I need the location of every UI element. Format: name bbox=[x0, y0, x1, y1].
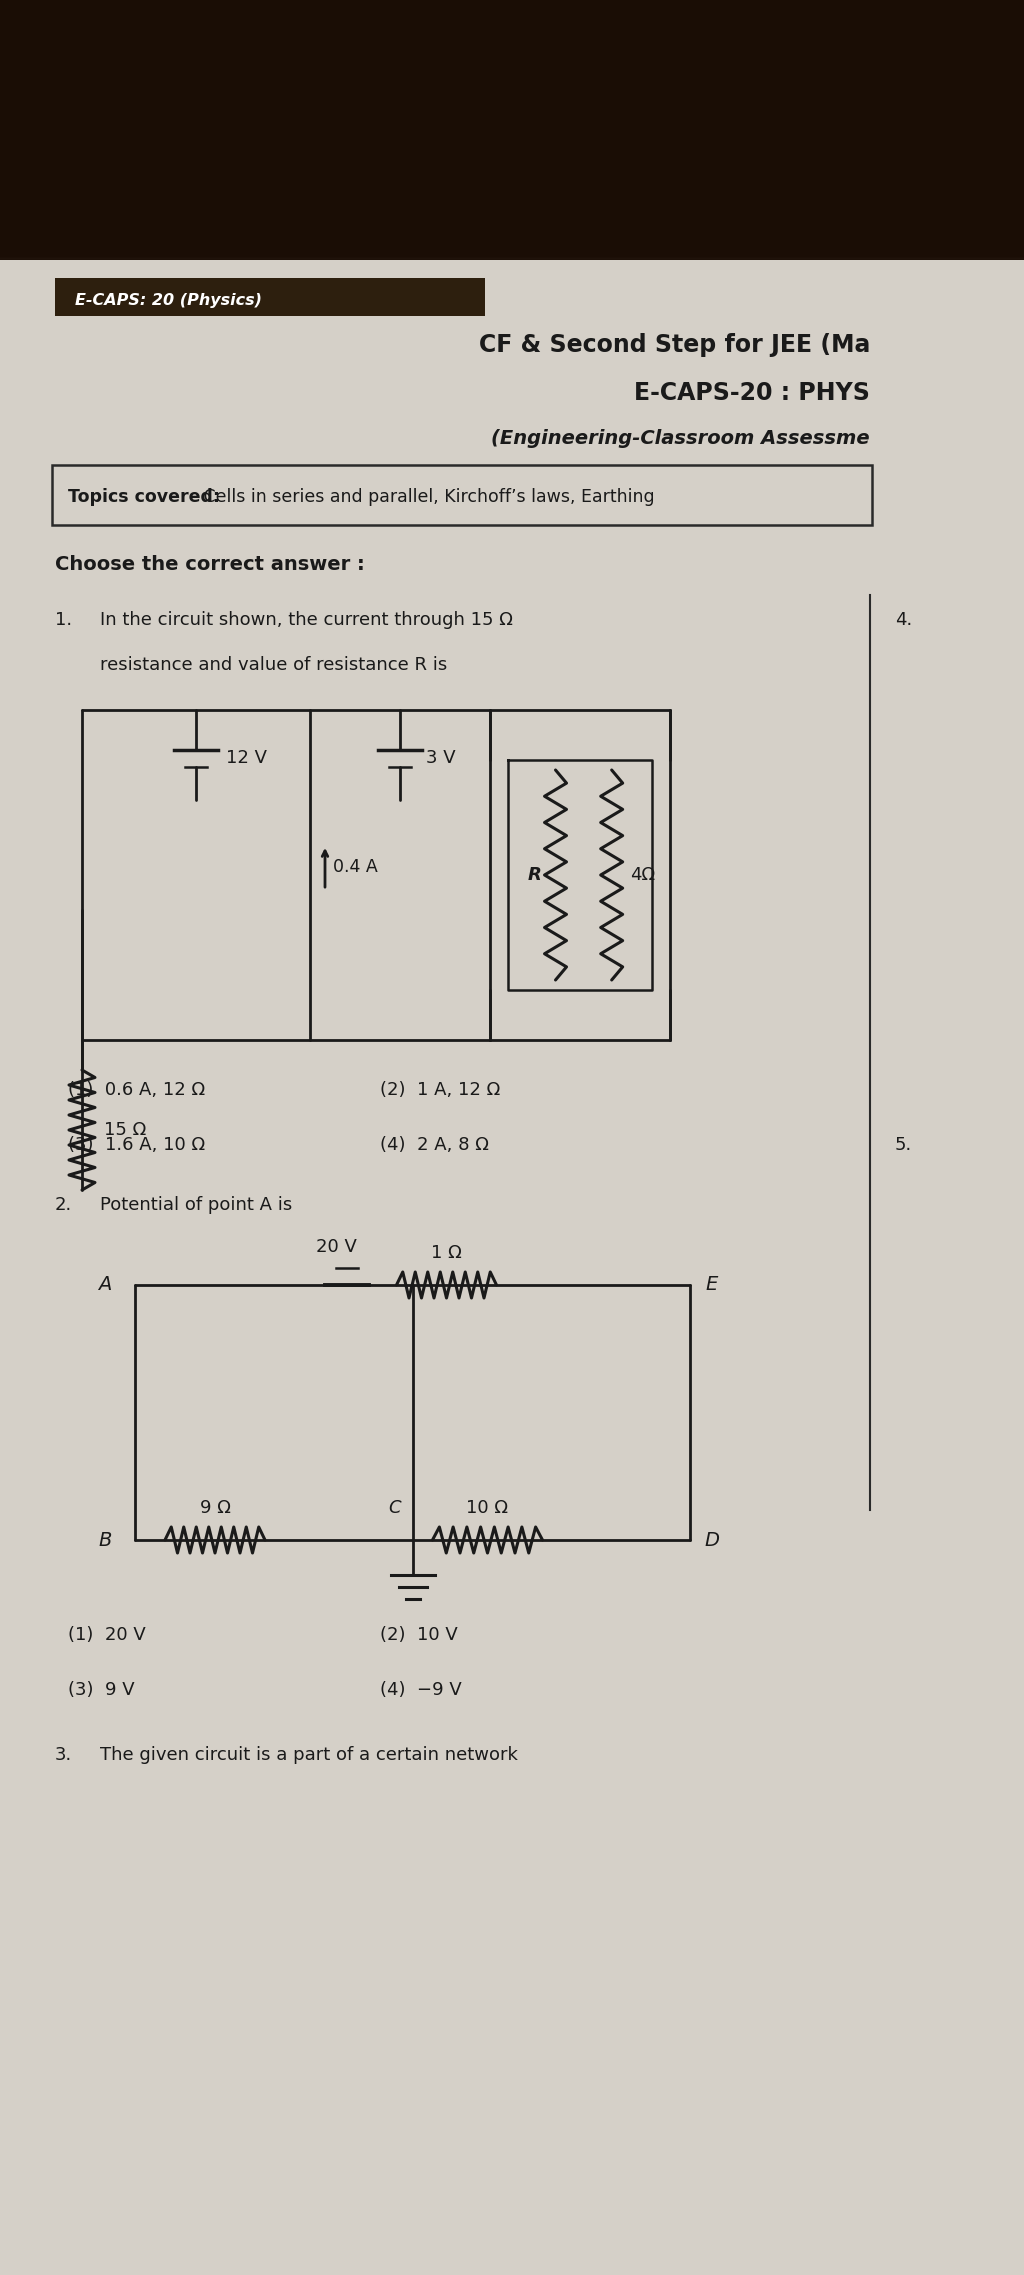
Text: 9 Ω: 9 Ω bbox=[200, 1499, 230, 1517]
Text: 3 V: 3 V bbox=[426, 748, 456, 767]
Text: 1 Ω: 1 Ω bbox=[431, 1244, 462, 1263]
Text: D: D bbox=[705, 1531, 720, 1549]
Text: 1.: 1. bbox=[55, 612, 72, 628]
Text: 10 Ω: 10 Ω bbox=[467, 1499, 509, 1517]
Text: Potential of point A is: Potential of point A is bbox=[100, 1197, 292, 1215]
Text: 4Ω: 4Ω bbox=[630, 867, 654, 885]
Text: (1)  0.6 A, 12 Ω: (1) 0.6 A, 12 Ω bbox=[68, 1081, 205, 1099]
Text: C: C bbox=[388, 1499, 400, 1517]
Text: 20 V: 20 V bbox=[316, 1238, 357, 1256]
Text: 3.: 3. bbox=[55, 1745, 73, 1763]
Text: In the circuit shown, the current through 15 Ω: In the circuit shown, the current throug… bbox=[100, 612, 513, 628]
Text: (4)  −9 V: (4) −9 V bbox=[380, 1681, 462, 1699]
Text: (Engineering-Classroom Assessme: (Engineering-Classroom Assessme bbox=[492, 428, 870, 448]
Text: 4.: 4. bbox=[895, 612, 912, 628]
Text: Choose the correct answer :: Choose the correct answer : bbox=[55, 555, 365, 576]
Text: E: E bbox=[706, 1276, 718, 1294]
Text: 15 Ω: 15 Ω bbox=[104, 1122, 146, 1140]
Bar bbox=[55, 278, 485, 316]
Text: E-CAPS: 20 (Physics): E-CAPS: 20 (Physics) bbox=[75, 293, 262, 307]
Text: Cells in series and parallel, Kirchoff’s laws, Earthing: Cells in series and parallel, Kirchoff’s… bbox=[198, 489, 654, 505]
Bar bbox=[52, 464, 872, 526]
Text: R: R bbox=[527, 867, 542, 885]
Text: 12 V: 12 V bbox=[226, 748, 267, 767]
Text: 0.4 A: 0.4 A bbox=[333, 858, 378, 876]
Polygon shape bbox=[0, 0, 1024, 284]
Text: A: A bbox=[98, 1276, 112, 1294]
Text: The given circuit is a part of a certain network: The given circuit is a part of a certain… bbox=[100, 1745, 518, 1763]
Text: E-CAPS-20 : PHYS: E-CAPS-20 : PHYS bbox=[634, 380, 870, 405]
Text: (2)  10 V: (2) 10 V bbox=[380, 1627, 458, 1645]
Text: (4)  2 A, 8 Ω: (4) 2 A, 8 Ω bbox=[380, 1135, 488, 1153]
Text: Topics covered:: Topics covered: bbox=[68, 489, 220, 505]
Text: (1)  20 V: (1) 20 V bbox=[68, 1627, 145, 1645]
Text: resistance and value of resistance R is: resistance and value of resistance R is bbox=[100, 655, 447, 673]
Polygon shape bbox=[0, 259, 1024, 2275]
Text: (3)  9 V: (3) 9 V bbox=[68, 1681, 134, 1699]
Text: 5.: 5. bbox=[895, 1135, 912, 1153]
Text: CF & Second Step for JEE (Ma: CF & Second Step for JEE (Ma bbox=[478, 332, 870, 357]
Text: (3)  1.6 A, 10 Ω: (3) 1.6 A, 10 Ω bbox=[68, 1135, 205, 1153]
Text: (2)  1 A, 12 Ω: (2) 1 A, 12 Ω bbox=[380, 1081, 501, 1099]
Text: B: B bbox=[98, 1531, 112, 1549]
Text: 2.: 2. bbox=[55, 1197, 73, 1215]
